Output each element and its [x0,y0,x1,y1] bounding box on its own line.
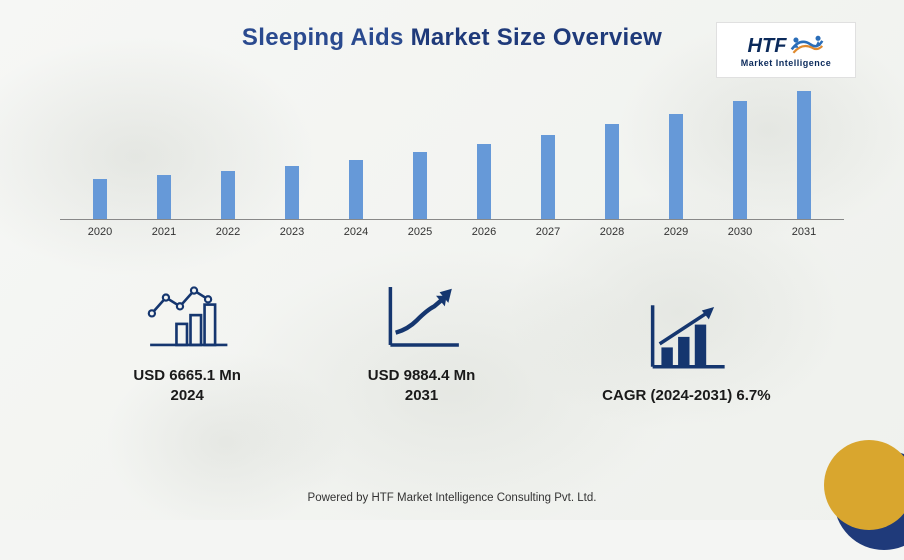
bar-chart: 2020202120222023202420252026202720282029… [60,70,844,250]
stat-text: CAGR (2024-2031) 6.7% [602,386,770,406]
stat-market-2024: USD 6665.1 Mn 2024 [133,280,241,407]
bar [413,152,427,219]
title-suffix: Market Size Overview [404,24,662,51]
stat-line1: CAGR (2024-2031) 6.7% [602,386,770,406]
bar-column [68,179,132,219]
bar [541,135,555,219]
bar [797,91,811,219]
logo-top-row: HTF [748,32,825,60]
stat-cagr: CAGR (2024-2031) 6.7% [602,300,770,406]
line-bar-combo-icon [143,280,231,352]
x-axis-label: 2028 [580,226,644,238]
stat-line2: 2024 [133,386,241,406]
footer-attribution: Powered by HTF Market Intelligence Consu… [0,492,904,504]
bar-column [196,171,260,219]
x-axis-label: 2021 [132,226,196,238]
bar [605,124,619,219]
stat-line1: USD 6665.1 Mn [133,366,241,386]
title-prefix: Sleeping Aids [242,24,404,51]
bar-column [324,160,388,219]
content-container: HTF Market Intelligence Sleeping Aids Ma… [0,0,904,520]
bar [157,175,171,219]
x-axis-label: 2031 [772,226,836,238]
x-axis-label: 2029 [644,226,708,238]
bar [733,101,747,219]
x-axis-label: 2023 [260,226,324,238]
bar [477,144,491,219]
bar-column [580,124,644,219]
bar-column [388,152,452,219]
chart-x-axis-labels: 2020202120222023202420252026202720282029… [60,220,844,238]
chart-plot-area [60,70,844,220]
bar-column [132,175,196,219]
x-axis-label: 2030 [708,226,772,238]
x-axis-label: 2026 [452,226,516,238]
bar-column [772,91,836,219]
bar [349,160,363,219]
bar-column [452,144,516,219]
logo-swoosh-icon [790,32,824,60]
bar-column [516,135,580,219]
stat-line2: 2031 [368,386,476,406]
x-axis-label: 2020 [68,226,132,238]
growth-arrow-icon [378,280,466,352]
bar-column [644,114,708,219]
bar [93,179,107,219]
stats-row: USD 6665.1 Mn 2024 USD 9884.4 Mn 2031 [50,280,854,407]
stat-text: USD 6665.1 Mn 2024 [133,366,241,407]
bar [285,166,299,219]
stat-market-2031: USD 9884.4 Mn 2031 [368,280,476,407]
x-axis-label: 2027 [516,226,580,238]
logo-text: HTF [748,35,787,58]
bar [221,171,235,219]
stat-line1: USD 9884.4 Mn [368,366,476,386]
logo-subtitle: Market Intelligence [741,58,832,68]
bar-column [260,166,324,219]
x-axis-label: 2022 [196,226,260,238]
x-axis-label: 2025 [388,226,452,238]
bar-column [708,101,772,219]
bar-arrow-icon [642,300,730,372]
stat-text: USD 9884.4 Mn 2031 [368,366,476,407]
bar [669,114,683,219]
x-axis-label: 2024 [324,226,388,238]
